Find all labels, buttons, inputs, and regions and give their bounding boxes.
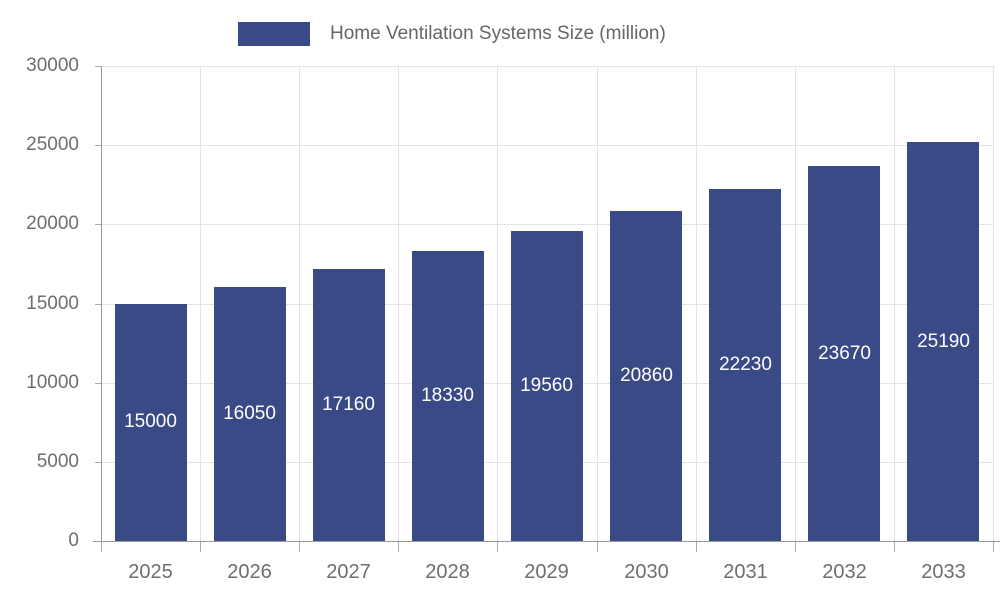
bar-value-label: 17160	[322, 394, 375, 415]
x-tick	[200, 542, 201, 552]
y-tick-label: 30000	[26, 55, 79, 76]
bar[interactable]	[511, 231, 583, 541]
x-tick	[597, 542, 598, 552]
y-tick-label: 20000	[26, 213, 79, 234]
v-gridline	[993, 66, 994, 541]
h-gridline	[101, 145, 993, 146]
v-gridline	[894, 66, 895, 541]
v-gridline	[398, 66, 399, 541]
y-tick-label: 15000	[26, 293, 79, 314]
legend-swatch	[238, 22, 310, 46]
bar[interactable]	[808, 166, 880, 541]
bar-value-label: 19560	[520, 375, 573, 396]
bar[interactable]	[214, 287, 286, 541]
v-gridline	[200, 66, 201, 541]
bar-value-label: 15000	[124, 411, 177, 432]
bar[interactable]	[610, 211, 682, 541]
x-tick-label: 2033	[921, 561, 966, 583]
bar[interactable]	[412, 251, 484, 541]
bar[interactable]	[115, 304, 187, 542]
bar-value-label: 20860	[620, 365, 673, 386]
bar-value-label: 23670	[818, 343, 871, 364]
bar-value-label: 22230	[719, 354, 772, 375]
x-tick-label: 2027	[326, 561, 371, 583]
x-tick-label: 2026	[227, 561, 272, 583]
x-tick-label: 2029	[524, 561, 569, 583]
y-tick	[95, 462, 101, 463]
y-tick	[95, 383, 101, 384]
x-tick	[497, 542, 498, 552]
legend-label: Home Ventilation Systems Size (million)	[330, 23, 666, 44]
x-tick	[795, 542, 796, 552]
y-tick-label: 25000	[26, 134, 79, 155]
v-gridline	[696, 66, 697, 541]
bar-value-label: 25190	[917, 331, 970, 352]
x-tick	[299, 542, 300, 552]
bar[interactable]	[907, 142, 979, 541]
y-tick-label: 0	[68, 530, 79, 551]
x-tick-label: 2025	[128, 561, 173, 583]
legend[interactable]: Home Ventilation Systems Size (million)	[238, 22, 666, 46]
v-gridline	[795, 66, 796, 541]
x-tick-label: 2028	[425, 561, 470, 583]
x-axis-line	[93, 541, 1000, 542]
y-tick-label: 10000	[26, 372, 79, 393]
y-tick	[95, 224, 101, 225]
v-gridline	[497, 66, 498, 541]
x-tick	[993, 542, 994, 552]
bar[interactable]	[709, 189, 781, 541]
y-tick	[95, 304, 101, 305]
bar-value-label: 18330	[421, 385, 474, 406]
x-tick-label: 2031	[723, 561, 768, 583]
y-tick	[95, 145, 101, 146]
v-gridline	[597, 66, 598, 541]
y-tick	[95, 66, 101, 67]
x-tick	[696, 542, 697, 552]
h-gridline	[101, 66, 993, 67]
x-tick	[101, 542, 102, 552]
y-axis-line	[101, 66, 102, 542]
bar-value-label: 16050	[223, 403, 276, 424]
x-tick	[894, 542, 895, 552]
x-tick	[398, 542, 399, 552]
y-tick-label: 5000	[36, 451, 79, 472]
bar[interactable]	[313, 269, 385, 541]
x-tick-label: 2032	[822, 561, 867, 583]
x-tick-label: 2030	[624, 561, 669, 583]
h-gridline	[101, 224, 993, 225]
v-gridline	[299, 66, 300, 541]
